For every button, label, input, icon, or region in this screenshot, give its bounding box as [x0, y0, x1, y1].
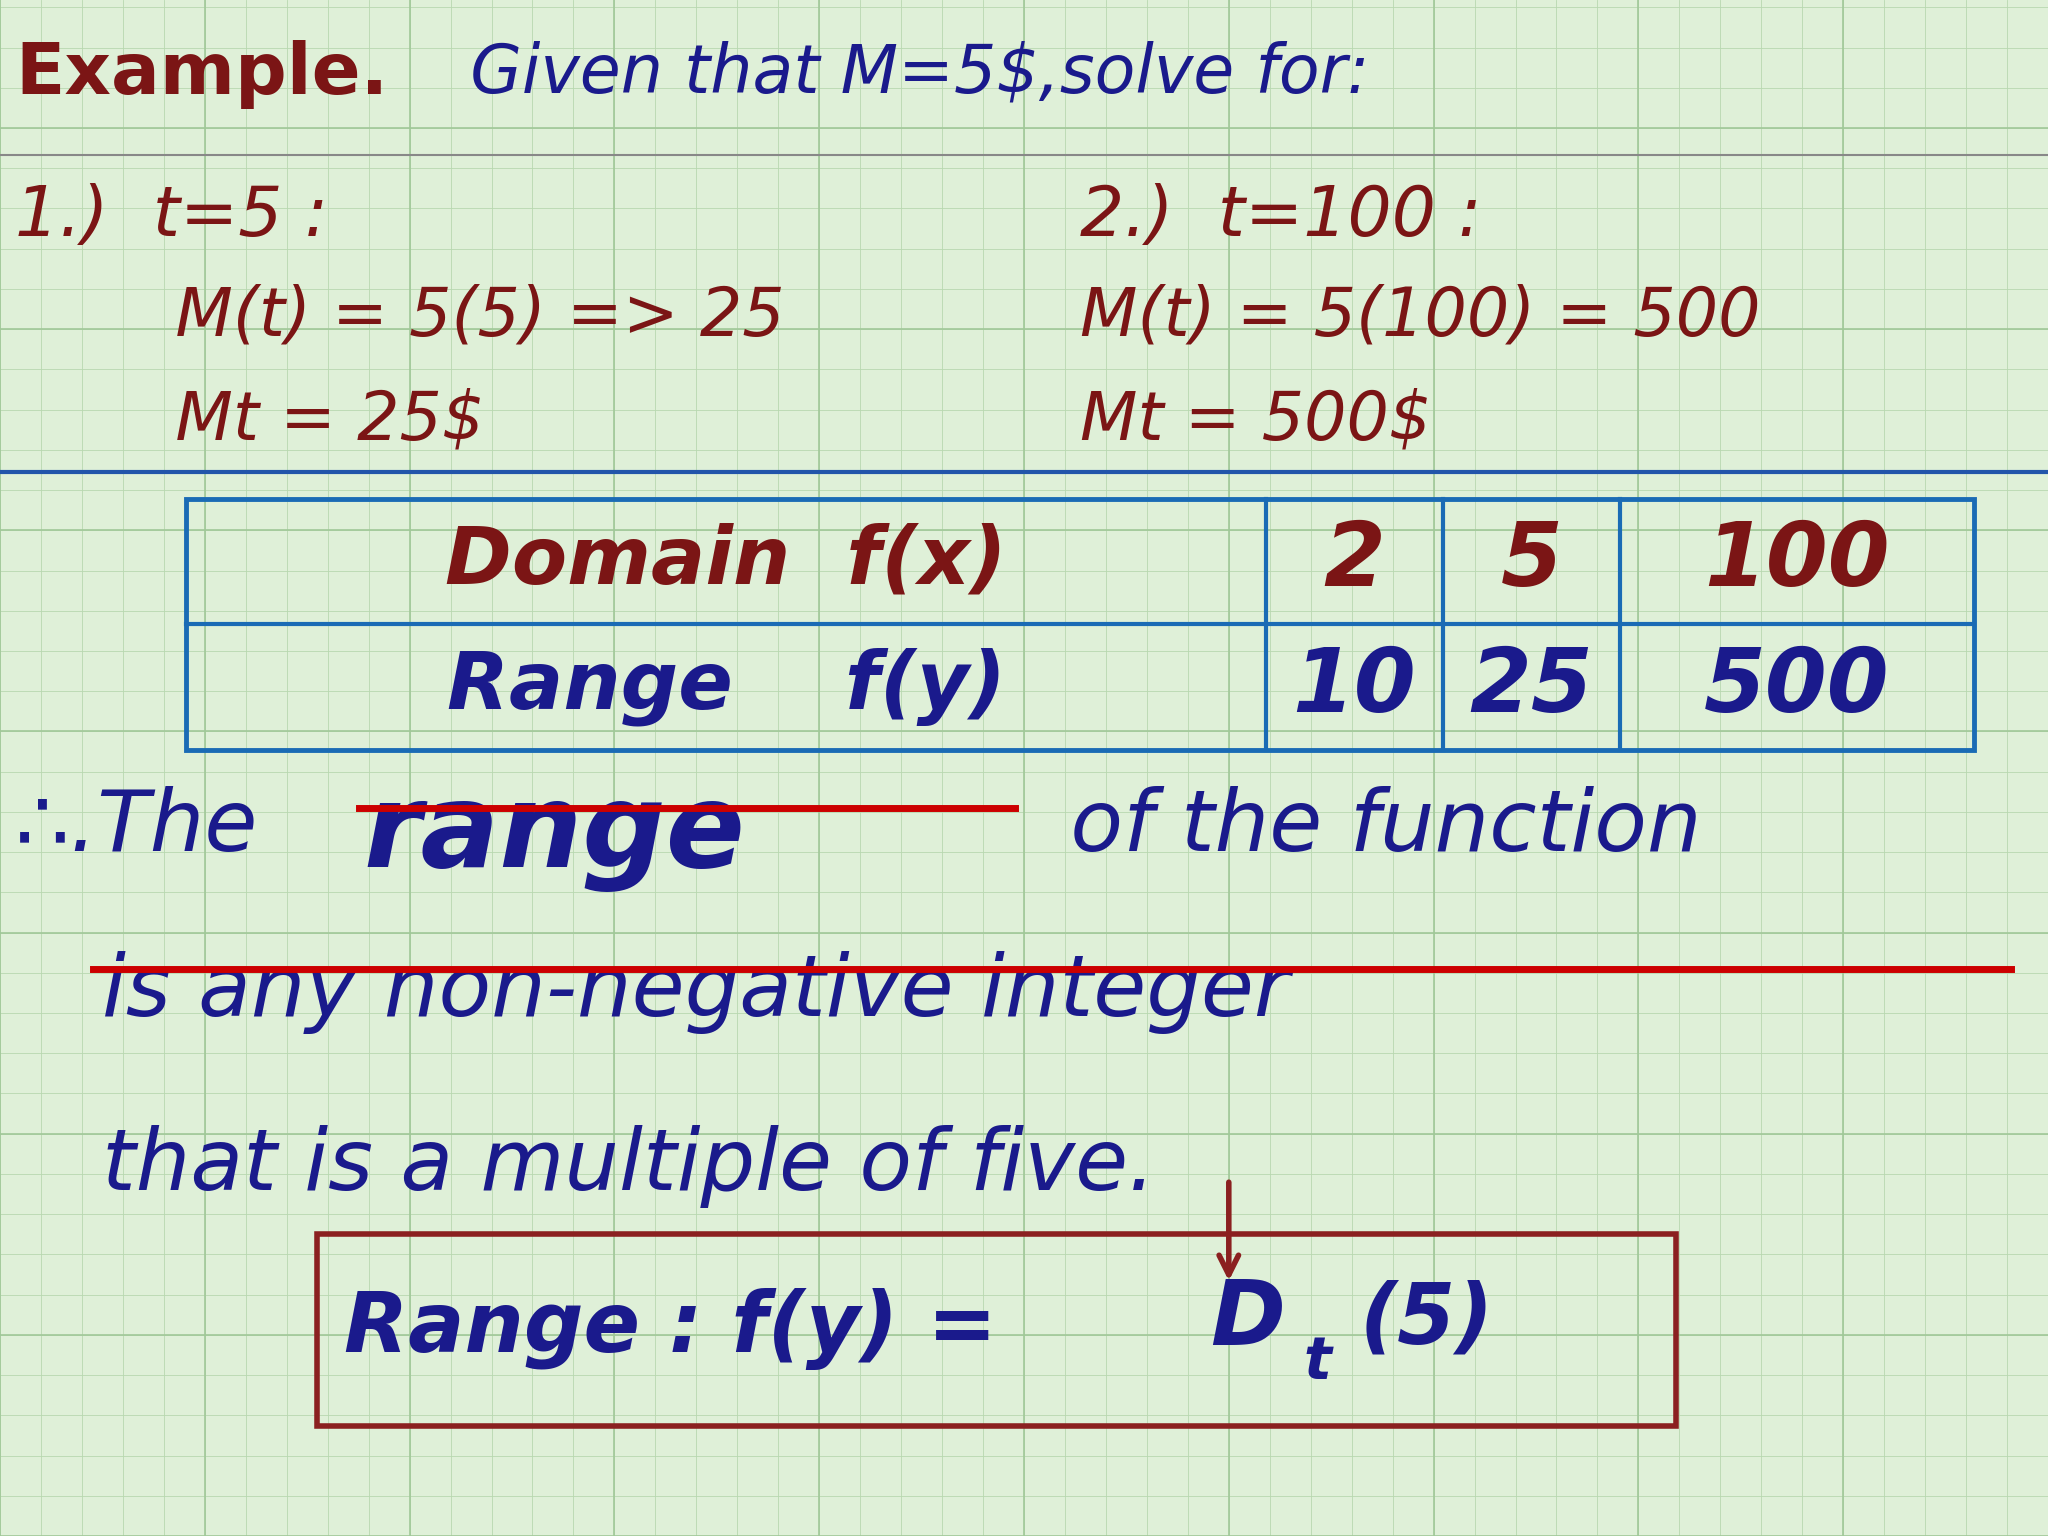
Text: ∴.The: ∴.The [14, 786, 285, 869]
Text: 5: 5 [1501, 518, 1563, 605]
Text: Range : f(y) =: Range : f(y) = [344, 1289, 1026, 1370]
Text: Given that M=5$,solve for:: Given that M=5$,solve for: [428, 40, 1370, 106]
Text: 2: 2 [1323, 518, 1384, 605]
Text: Example.: Example. [14, 40, 387, 109]
Text: 25: 25 [1470, 644, 1593, 731]
Text: Mt = 500$: Mt = 500$ [1079, 387, 1432, 453]
Bar [317, 1235, 1675, 1427]
Text: Mt = 25$: Mt = 25$ [113, 387, 483, 453]
Text: range: range [362, 777, 745, 892]
Text: that is a multiple of five.: that is a multiple of five. [102, 1124, 1155, 1207]
Text: is any non-negative integer: is any non-negative integer [102, 951, 1290, 1034]
Bar [186, 499, 1974, 750]
Text: 10: 10 [1292, 644, 1417, 731]
Text: 1.)  t=5 :: 1.) t=5 : [14, 183, 328, 250]
Text: (5): (5) [1360, 1279, 1493, 1361]
Text: D: D [1210, 1276, 1284, 1364]
Text: t: t [1303, 1333, 1331, 1390]
Text: 2.)  t=100 :: 2.) t=100 : [1079, 183, 1481, 250]
Text: Domain  f(x): Domain f(x) [444, 522, 1008, 601]
Text: Range    f(y): Range f(y) [446, 648, 1006, 727]
Text: M(t) = 5(100) = 500: M(t) = 5(100) = 500 [1079, 284, 1761, 349]
Text: 100: 100 [1704, 518, 1890, 605]
Text: of the function: of the function [1042, 786, 1702, 869]
Text: M(t) = 5(5) => 25: M(t) = 5(5) => 25 [113, 284, 784, 349]
Text: 500: 500 [1704, 644, 1890, 731]
